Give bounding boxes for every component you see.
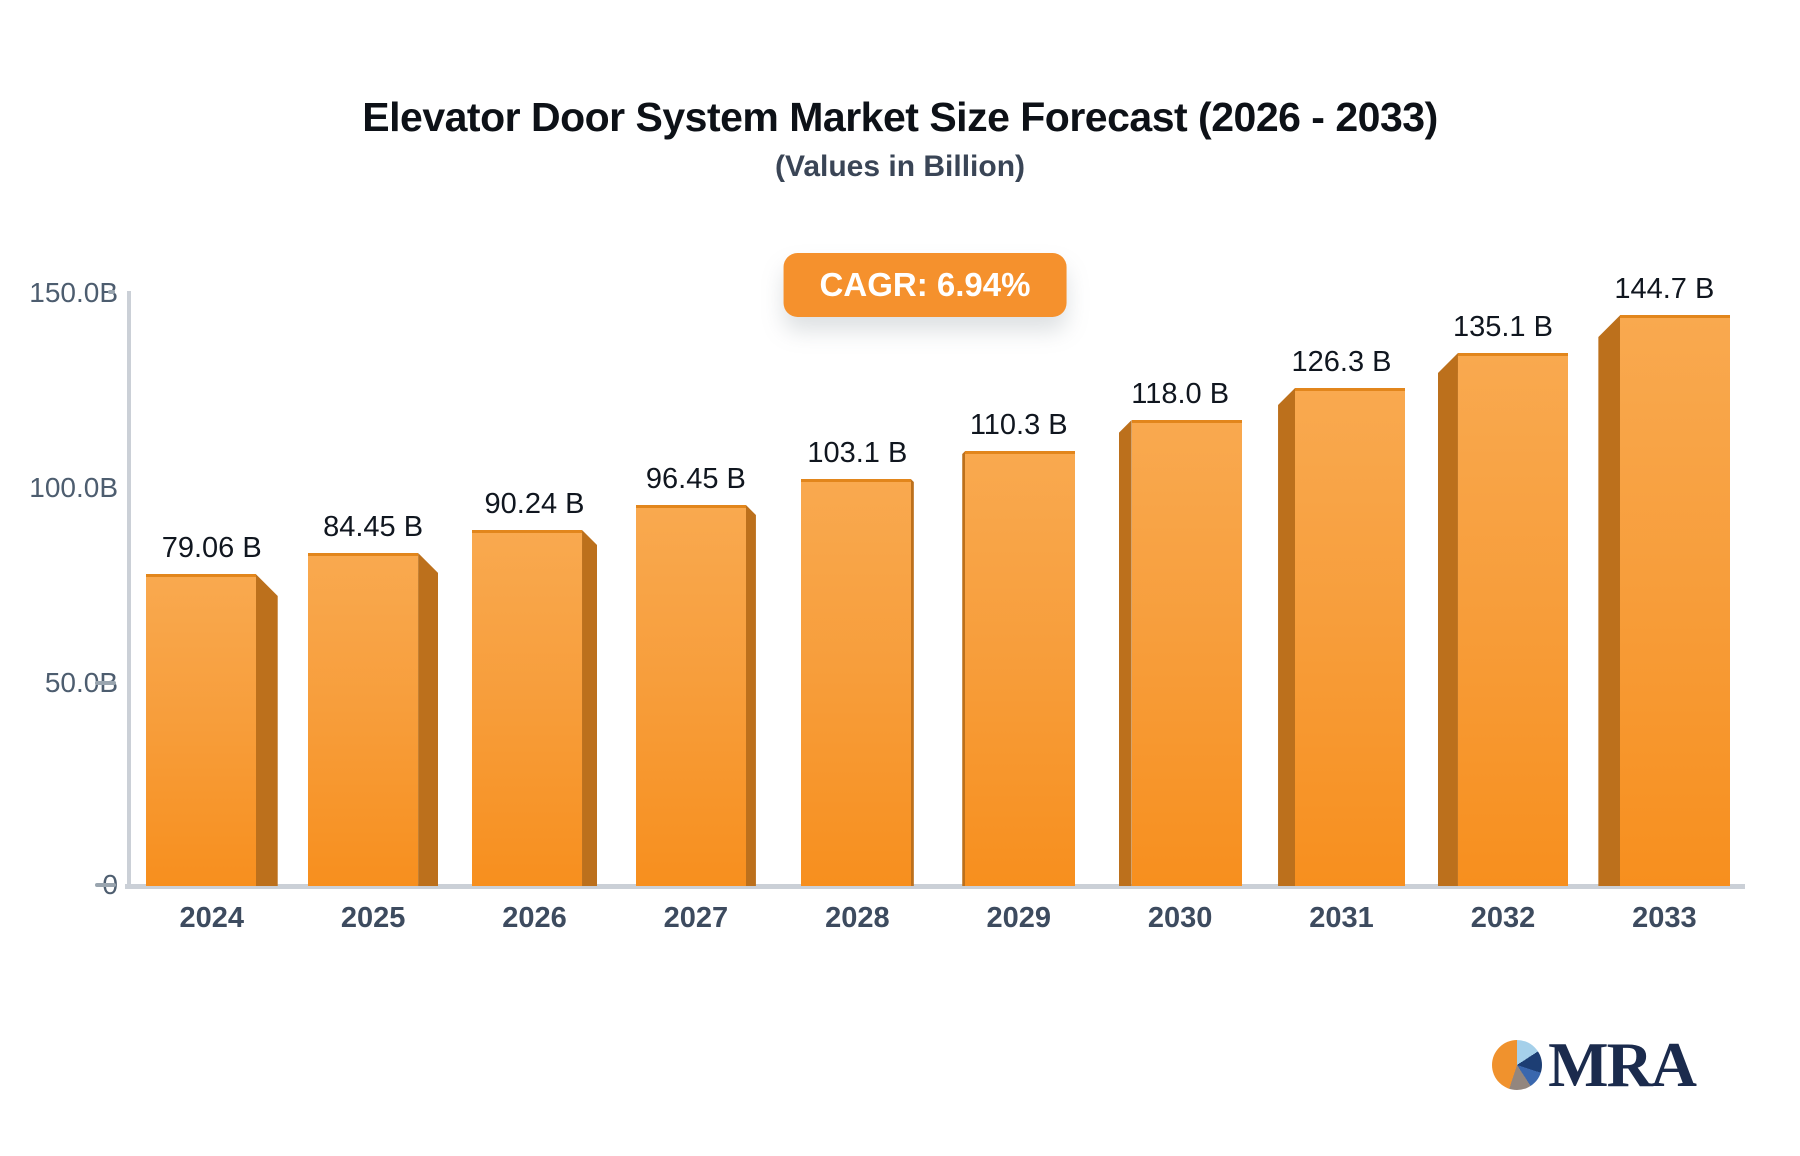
- y-axis-line: [127, 291, 131, 888]
- bar-face: [472, 530, 583, 886]
- y-tick-mark-150: [108, 290, 115, 294]
- bars-area: 79.06 B 84.45 B 90.24 B 96.45 B 103.1 B …: [131, 273, 1745, 886]
- bar-column-2026: 90.24 B: [454, 488, 615, 886]
- x-label-2031: 2031: [1309, 902, 1374, 934]
- bar-side-shadow: [745, 505, 756, 886]
- chart-subtitle: (Values in Billion): [774, 150, 1026, 183]
- bar-2032: [1437, 353, 1568, 886]
- x-label-2029: 2029: [986, 902, 1051, 934]
- bar-2030: [1118, 420, 1242, 886]
- bar-2031: [1278, 388, 1406, 886]
- x-label-2033: 2033: [1632, 902, 1697, 934]
- chart-title: Elevator Door System Market Size Forecas…: [362, 94, 1438, 140]
- bar-column-2027: 96.45 B: [615, 463, 776, 886]
- bar-face: [308, 553, 419, 886]
- bar-face: [635, 505, 746, 886]
- bar-value-label: 118.0 B: [1131, 378, 1230, 410]
- bar-side-shadow: [1118, 420, 1132, 886]
- bar-side-shadow: [255, 574, 278, 886]
- bar-column-2032: 135.1 B: [1422, 311, 1583, 886]
- pie-chart-icon: [1492, 1040, 1543, 1090]
- bar-value-label: 84.45 B: [323, 511, 424, 543]
- bar-value-label: 110.3 B: [969, 409, 1068, 441]
- x-label-2027: 2027: [663, 902, 729, 934]
- bar-value-label: 103.1 B: [807, 437, 908, 469]
- bar-column-2030: 118.0 B: [1099, 378, 1260, 886]
- logo-text: MRA: [1548, 1029, 1697, 1100]
- bar-side-shadow: [1278, 388, 1296, 886]
- y-tick-label-100: 100.0B: [29, 472, 118, 503]
- bar-2026: [472, 530, 598, 886]
- bar-face: [1620, 315, 1731, 886]
- x-label-2026: 2026: [502, 902, 567, 934]
- x-label-2032: 2032: [1470, 902, 1536, 934]
- bar-face: [965, 451, 1076, 886]
- bar-2025: [308, 553, 439, 886]
- bar-face: [1131, 420, 1242, 886]
- x-label-2028: 2028: [825, 902, 890, 934]
- bar-column-2031: 126.3 B: [1261, 346, 1422, 886]
- bar-2033: [1598, 315, 1731, 886]
- bar-column-2029: 110.3 B: [938, 409, 1099, 886]
- bar-2027: [635, 505, 756, 886]
- x-axis-baseline: [125, 884, 1745, 889]
- bar-face: [1295, 388, 1406, 886]
- y-tick-mark-0: [95, 883, 116, 887]
- bar-side-shadow: [1437, 353, 1458, 886]
- x-label-2025: 2025: [340, 902, 406, 934]
- bar-2029: [962, 451, 1076, 886]
- bar-column-2033: 144.7 B: [1584, 273, 1745, 886]
- bar-side-shadow: [962, 451, 966, 886]
- bar-value-label: 144.7 B: [1614, 273, 1715, 305]
- bar-face: [145, 574, 256, 886]
- bar-2024: [145, 574, 278, 886]
- bar-value-label: 135.1 B: [1452, 311, 1553, 343]
- y-tick-label-150: 150.0B: [29, 277, 118, 308]
- bar-value-label: 90.24 B: [484, 488, 585, 520]
- x-label-2024: 2024: [179, 902, 244, 934]
- x-label-2030: 2030: [1147, 902, 1213, 934]
- bar-side-shadow: [418, 553, 439, 886]
- bar-column-2024: 79.06 B: [131, 532, 292, 886]
- bar-2028: [800, 479, 914, 886]
- bar-face: [800, 479, 911, 886]
- bar-value-label: 126.3 B: [1291, 346, 1392, 378]
- bar-side-shadow: [582, 530, 598, 886]
- bar-value-label: 96.45 B: [645, 463, 746, 495]
- x-axis-labels: 2024 2025 2026 2027 2028 2029 2030 2031 …: [131, 902, 1745, 935]
- bar-column-2025: 84.45 B: [292, 511, 453, 886]
- bar-value-label: 79.06 B: [161, 532, 262, 564]
- bar-side-shadow: [1598, 315, 1621, 886]
- cagr-badge: CAGR: 6.94%: [783, 253, 1067, 317]
- bar-face: [1457, 353, 1568, 886]
- bar-side-shadow: [910, 479, 914, 886]
- bar-column-2028: 103.1 B: [777, 437, 938, 886]
- brand-logo: MRA: [1492, 1029, 1697, 1100]
- y-tick-mark-50: [95, 681, 116, 685]
